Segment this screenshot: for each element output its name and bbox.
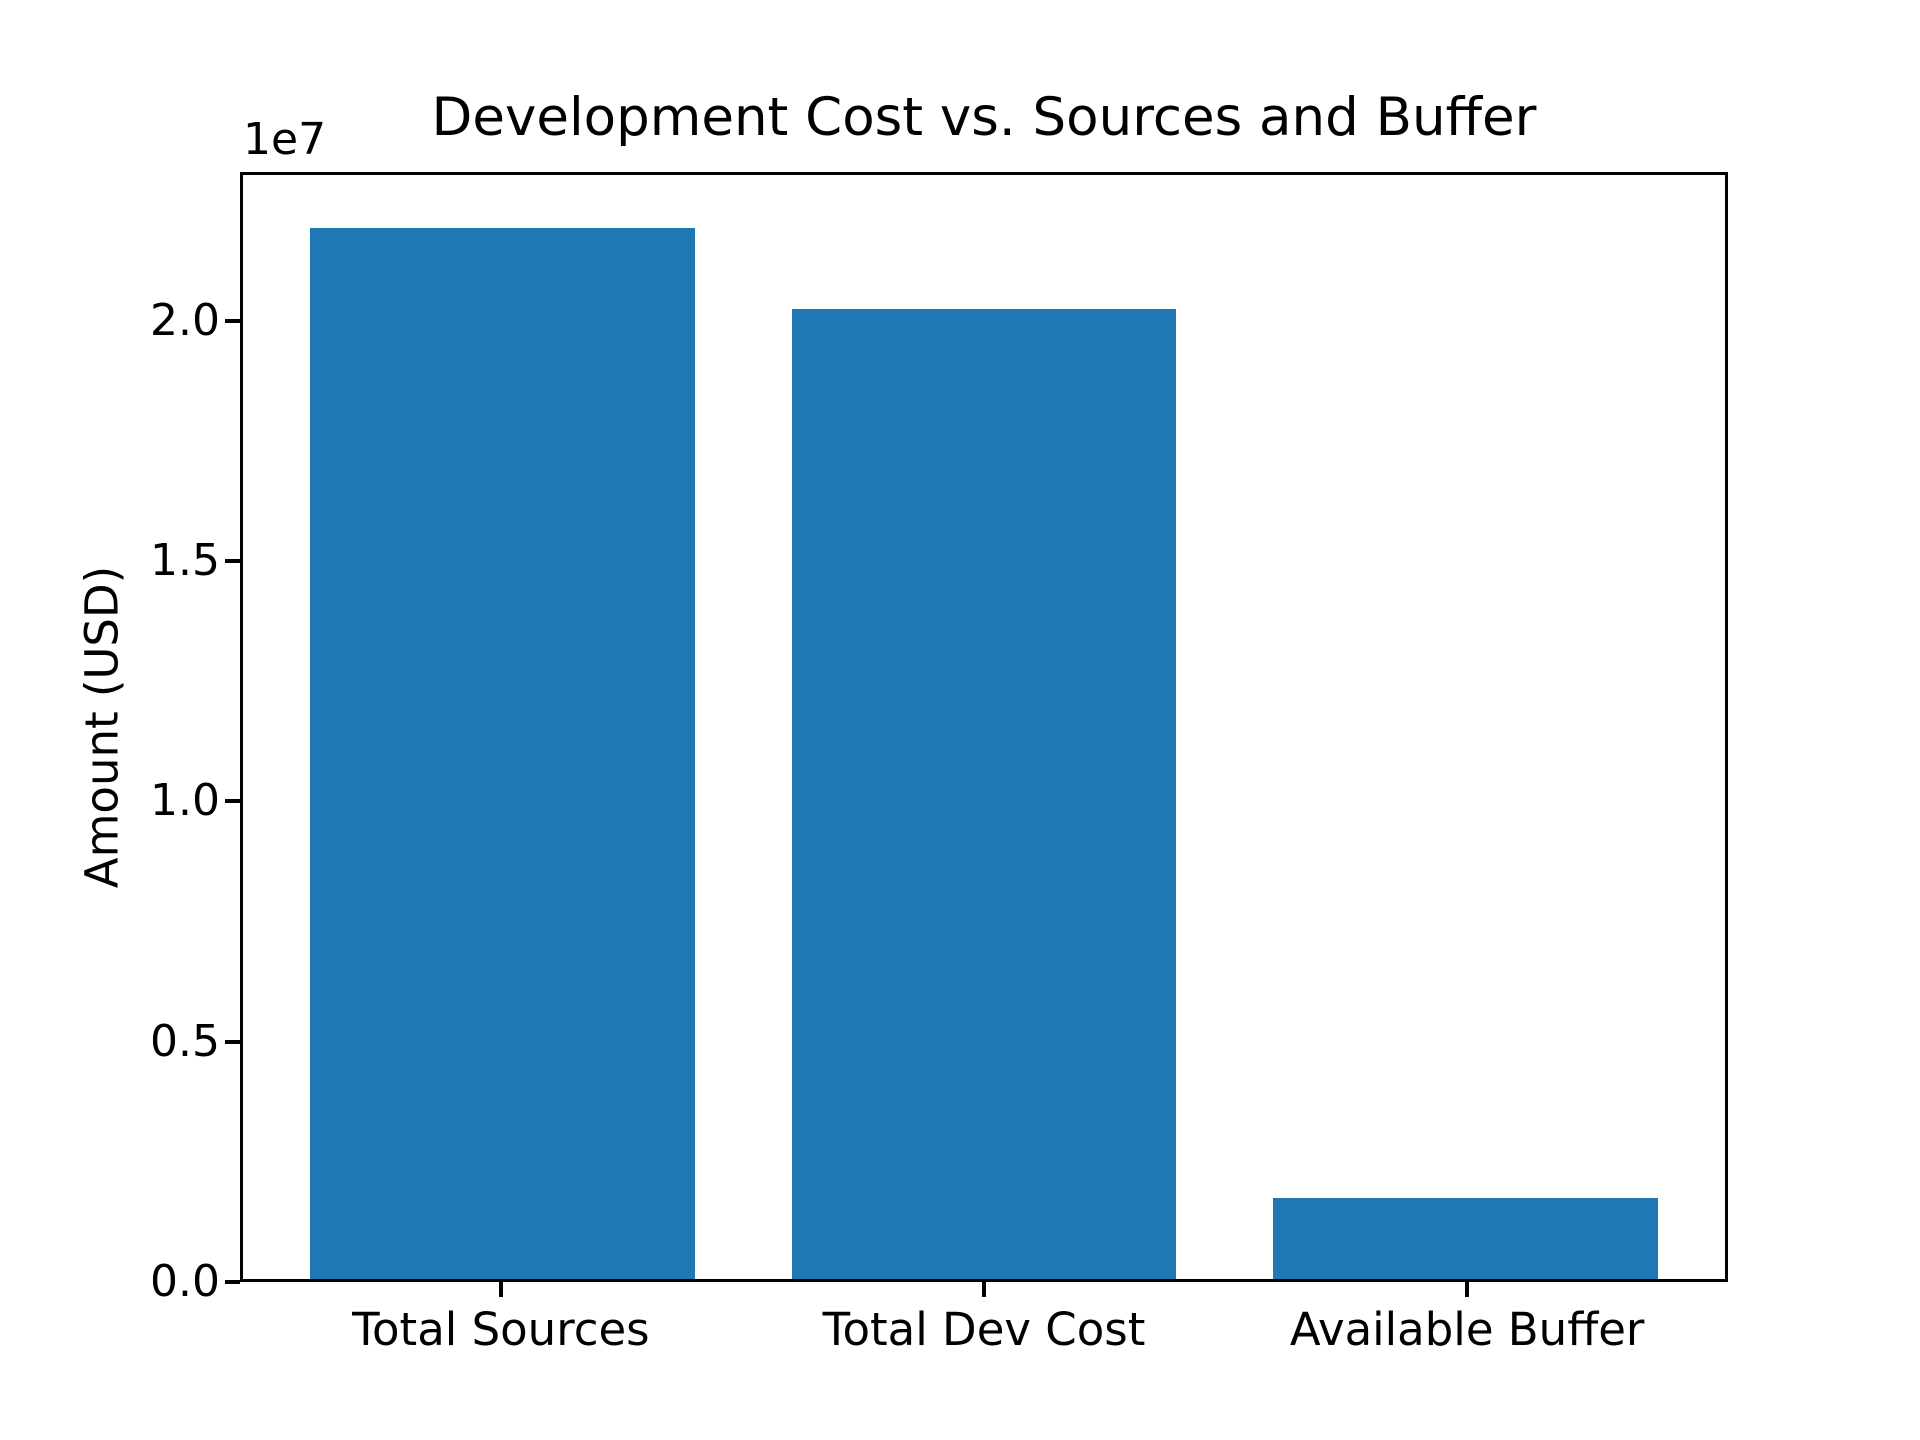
y-tick-label: 0.5 [150,1015,220,1067]
x-tick-mark [498,1282,503,1297]
y-tick-label: 1.0 [150,775,220,827]
x-tick-mark [1465,1282,1470,1297]
bar-total-dev-cost [791,308,1177,1279]
y-tick-label: 2.0 [150,294,220,346]
y-tick-mark [225,1039,240,1044]
y-tick-mark [225,799,240,804]
x-tick-label-available-buffer: Available Buffer [1289,1303,1645,1356]
y-tick-label: 0.0 [150,1256,220,1307]
bar-total-sources [310,227,696,1279]
x-tick-mark [982,1282,986,1297]
y-axis-label: Amount (USD) [75,565,129,889]
y-tick-label: 1.5 [150,535,220,587]
y-tick-mark [225,318,240,323]
y-axis-offset-label: 1e7 [243,114,327,165]
bars-container [243,175,1725,1279]
x-tick-label-total-sources: Total Sources [352,1303,650,1356]
y-tick-mark [225,1280,240,1284]
plot-area [240,172,1728,1282]
bar-available-buffer [1272,1197,1658,1279]
x-tick-label-total-dev-cost: Total Dev Cost [822,1303,1146,1356]
chart-title: Development Cost vs. Sources and Buffer [431,87,1537,148]
y-tick-mark [225,559,240,564]
